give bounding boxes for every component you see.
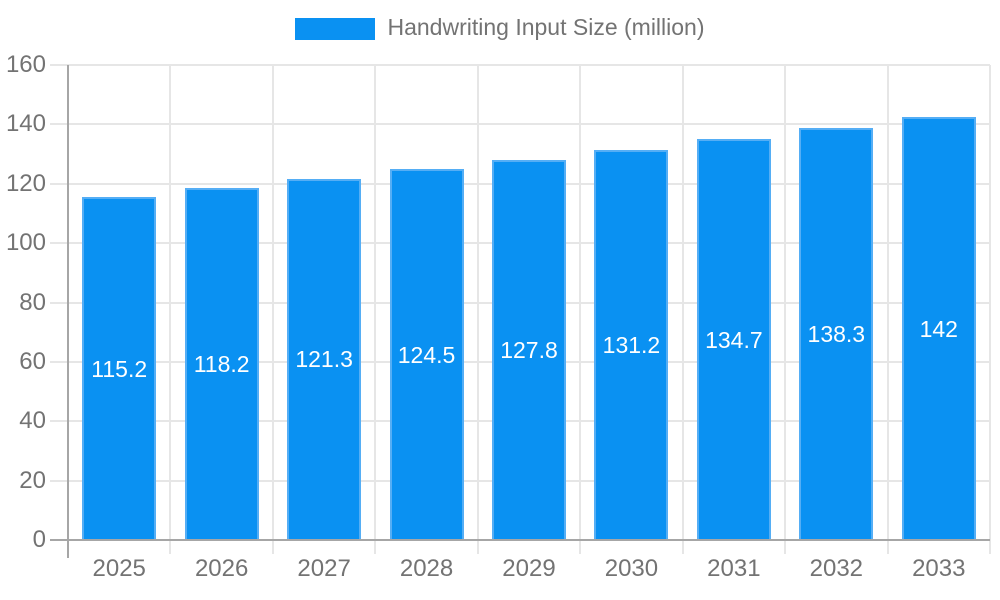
bar[interactable]: 121.3 [287, 178, 362, 539]
y-axis-tick [50, 123, 68, 126]
x-axis-line [50, 539, 990, 541]
x-axis-tick-label: 2027 [297, 555, 351, 582]
y-axis-tick-label: 0 [32, 526, 46, 553]
bar-value-label: 138.3 [807, 321, 866, 348]
gridline-vertical [989, 65, 991, 540]
x-axis-tick-label: 2025 [92, 555, 146, 582]
legend[interactable]: Handwriting Input Size (million) [0, 16, 1000, 41]
x-axis-tick-label: 2029 [502, 555, 556, 582]
gridline-horizontal [68, 64, 990, 66]
bar-value-label: 124.5 [397, 341, 456, 368]
x-axis-tick [681, 540, 684, 554]
x-axis-tick [476, 540, 479, 554]
gridline-vertical [579, 65, 582, 540]
bar-value-label: 131.2 [602, 331, 661, 358]
y-axis-tick-label: 60 [19, 347, 46, 375]
y-axis-tick [50, 64, 68, 66]
y-axis-tick [50, 479, 68, 482]
bar-value-label: 115.2 [91, 355, 148, 382]
y-axis-tick [50, 301, 68, 304]
gridline-vertical [271, 65, 274, 540]
x-axis-tick [374, 540, 377, 554]
bar[interactable]: 124.5 [389, 169, 464, 539]
x-axis-tick-label: 2028 [399, 555, 454, 582]
gridline-vertical [476, 65, 479, 540]
bar[interactable]: 115.2 [82, 197, 157, 539]
y-axis-tick-label: 140 [5, 110, 46, 138]
x-axis-tick [784, 540, 787, 554]
x-axis-tick [169, 540, 172, 554]
y-axis-tick [50, 182, 68, 185]
gridline-vertical [681, 65, 684, 540]
bar[interactable]: 138.3 [799, 128, 874, 539]
gridline-vertical [374, 65, 377, 540]
x-axis-tick-label: 2026 [194, 555, 249, 582]
y-axis-line [67, 65, 69, 558]
y-axis-tick [50, 360, 68, 363]
gridline-vertical [886, 65, 889, 540]
x-axis-tick-label: 2033 [912, 555, 966, 582]
bar[interactable]: 142 [901, 117, 976, 539]
bar-value-label: 134.7 [705, 326, 763, 353]
bar-value-label: 118.2 [193, 351, 250, 378]
bar-value-label: 142 [919, 315, 958, 342]
legend-swatch-icon [295, 17, 376, 40]
y-axis-tick-label: 160 [5, 51, 46, 78]
bar-value-label: 121.3 [295, 346, 353, 373]
y-axis-tick [50, 242, 68, 245]
bar[interactable]: 118.2 [184, 188, 259, 539]
x-axis-tick-label: 2031 [707, 555, 761, 582]
x-axis-tick [579, 540, 582, 554]
plot-area: 0 20 40 60 80 100 120 140 160 115.2 2025 118.2 2026 1… [6, 53, 991, 581]
bar[interactable]: 131.2 [594, 149, 669, 539]
bar[interactable]: 127.8 [492, 159, 566, 539]
gridline-horizontal [68, 123, 990, 126]
y-axis-tick-label: 120 [5, 169, 46, 197]
legend-label: Handwriting Input Size (million) [387, 14, 705, 40]
y-axis-tick-label: 80 [19, 288, 46, 316]
y-axis-tick-label: 20 [19, 466, 46, 494]
y-axis-tick-label: 40 [19, 407, 46, 435]
bar-value-label: 127.8 [500, 336, 558, 363]
x-axis-tick [271, 540, 274, 554]
y-axis-tick [50, 420, 68, 423]
bar[interactable]: 134.7 [696, 139, 771, 539]
gridline-vertical [784, 65, 787, 540]
x-axis-tick [989, 540, 991, 554]
gridline-vertical [169, 65, 172, 540]
x-axis-tick-label: 2032 [809, 555, 864, 582]
y-axis-tick-label: 100 [5, 229, 46, 257]
x-axis-tick-label: 2030 [604, 555, 659, 582]
x-axis-tick [886, 540, 889, 554]
